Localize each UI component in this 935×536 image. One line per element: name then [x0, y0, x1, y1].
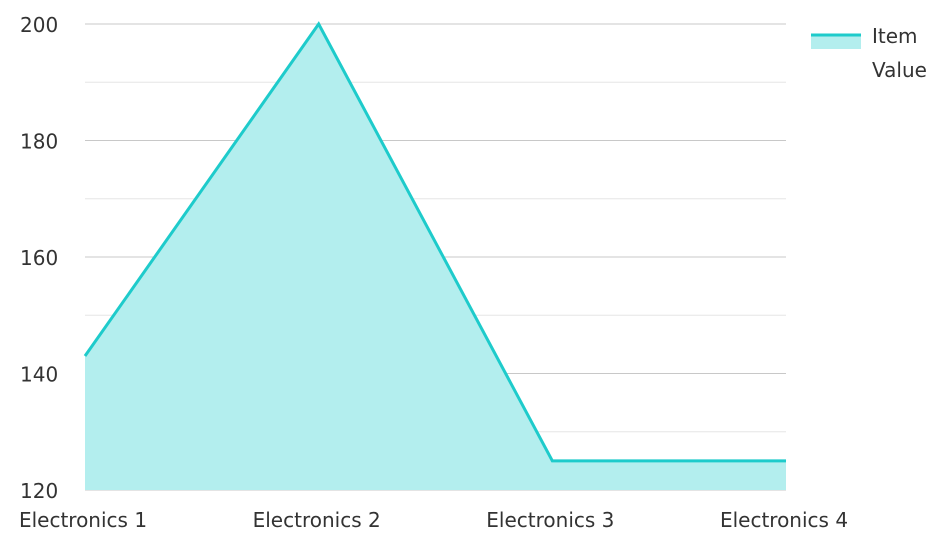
y-tick-label: 140	[20, 363, 58, 387]
legend-label-line1: Item	[872, 24, 918, 48]
x-tick-label: Electronics 1	[19, 508, 147, 531]
legend-label-line2: Value	[872, 58, 927, 82]
y-tick-label: 120	[20, 479, 58, 503]
x-tick-label: Electronics 2	[253, 508, 381, 531]
legend-swatch	[811, 35, 861, 49]
x-tick-label: Electronics 4	[720, 508, 848, 531]
legend[interactable]: Item Value	[811, 24, 927, 82]
y-tick-label: 200	[20, 13, 58, 37]
y-tick-label: 180	[20, 130, 58, 154]
x-tick-label: Electronics 3	[486, 508, 614, 531]
y-tick-label: 160	[20, 246, 58, 270]
